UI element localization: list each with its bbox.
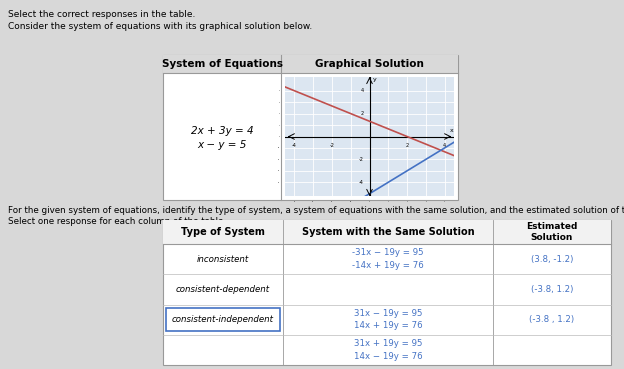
Text: For the given system of equations, identify the type of system, a system of equa: For the given system of equations, ident… (8, 206, 624, 215)
Text: Select the correct responses in the table.: Select the correct responses in the tabl… (8, 10, 195, 19)
Text: 4: 4 (361, 88, 364, 93)
Text: Type of System: Type of System (181, 227, 265, 237)
Text: System of Equations: System of Equations (162, 59, 283, 69)
Text: y: y (373, 77, 376, 82)
Text: 4: 4 (443, 144, 446, 148)
Text: Select one response for each column of the table.: Select one response for each column of t… (8, 217, 226, 226)
Text: 2: 2 (406, 144, 409, 148)
Text: -2: -2 (359, 157, 364, 162)
Text: -4: -4 (359, 180, 364, 185)
Text: Estimated
Solution: Estimated Solution (526, 222, 578, 242)
Text: x − y = 5: x − y = 5 (197, 139, 246, 149)
Text: Consider the system of equations with its graphical solution below.: Consider the system of equations with it… (8, 22, 312, 31)
Text: x: x (451, 128, 454, 133)
Text: System with the Same Solution: System with the Same Solution (301, 227, 474, 237)
Text: 31x − 19y = 95
14x + 19y = 76: 31x − 19y = 95 14x + 19y = 76 (354, 309, 422, 330)
Text: (3.8, -1.2): (3.8, -1.2) (531, 255, 573, 263)
Bar (163, 55, 458, 200)
Bar (163, 220, 611, 365)
Bar (163, 55, 458, 73)
Text: -4: -4 (292, 144, 297, 148)
Text: Graphical Solution: Graphical Solution (315, 59, 424, 69)
Text: (-3.8, 1.2): (-3.8, 1.2) (531, 285, 573, 294)
Text: consistent-independent: consistent-independent (172, 315, 274, 324)
Bar (166, 308, 280, 331)
Text: 2x + 3y = 4: 2x + 3y = 4 (191, 125, 253, 135)
Text: 2: 2 (361, 111, 364, 116)
Text: -2: -2 (329, 144, 334, 148)
Text: 31x + 19y = 95
14x − 19y = 76: 31x + 19y = 95 14x − 19y = 76 (354, 339, 422, 361)
Text: (-3.8 , 1.2): (-3.8 , 1.2) (529, 315, 575, 324)
Text: inconsistent: inconsistent (197, 255, 249, 263)
Text: -31x − 19y = 95
-14x + 19y = 76: -31x − 19y = 95 -14x + 19y = 76 (352, 248, 424, 270)
Text: consistent-dependent: consistent-dependent (176, 285, 270, 294)
Bar (163, 220, 611, 244)
